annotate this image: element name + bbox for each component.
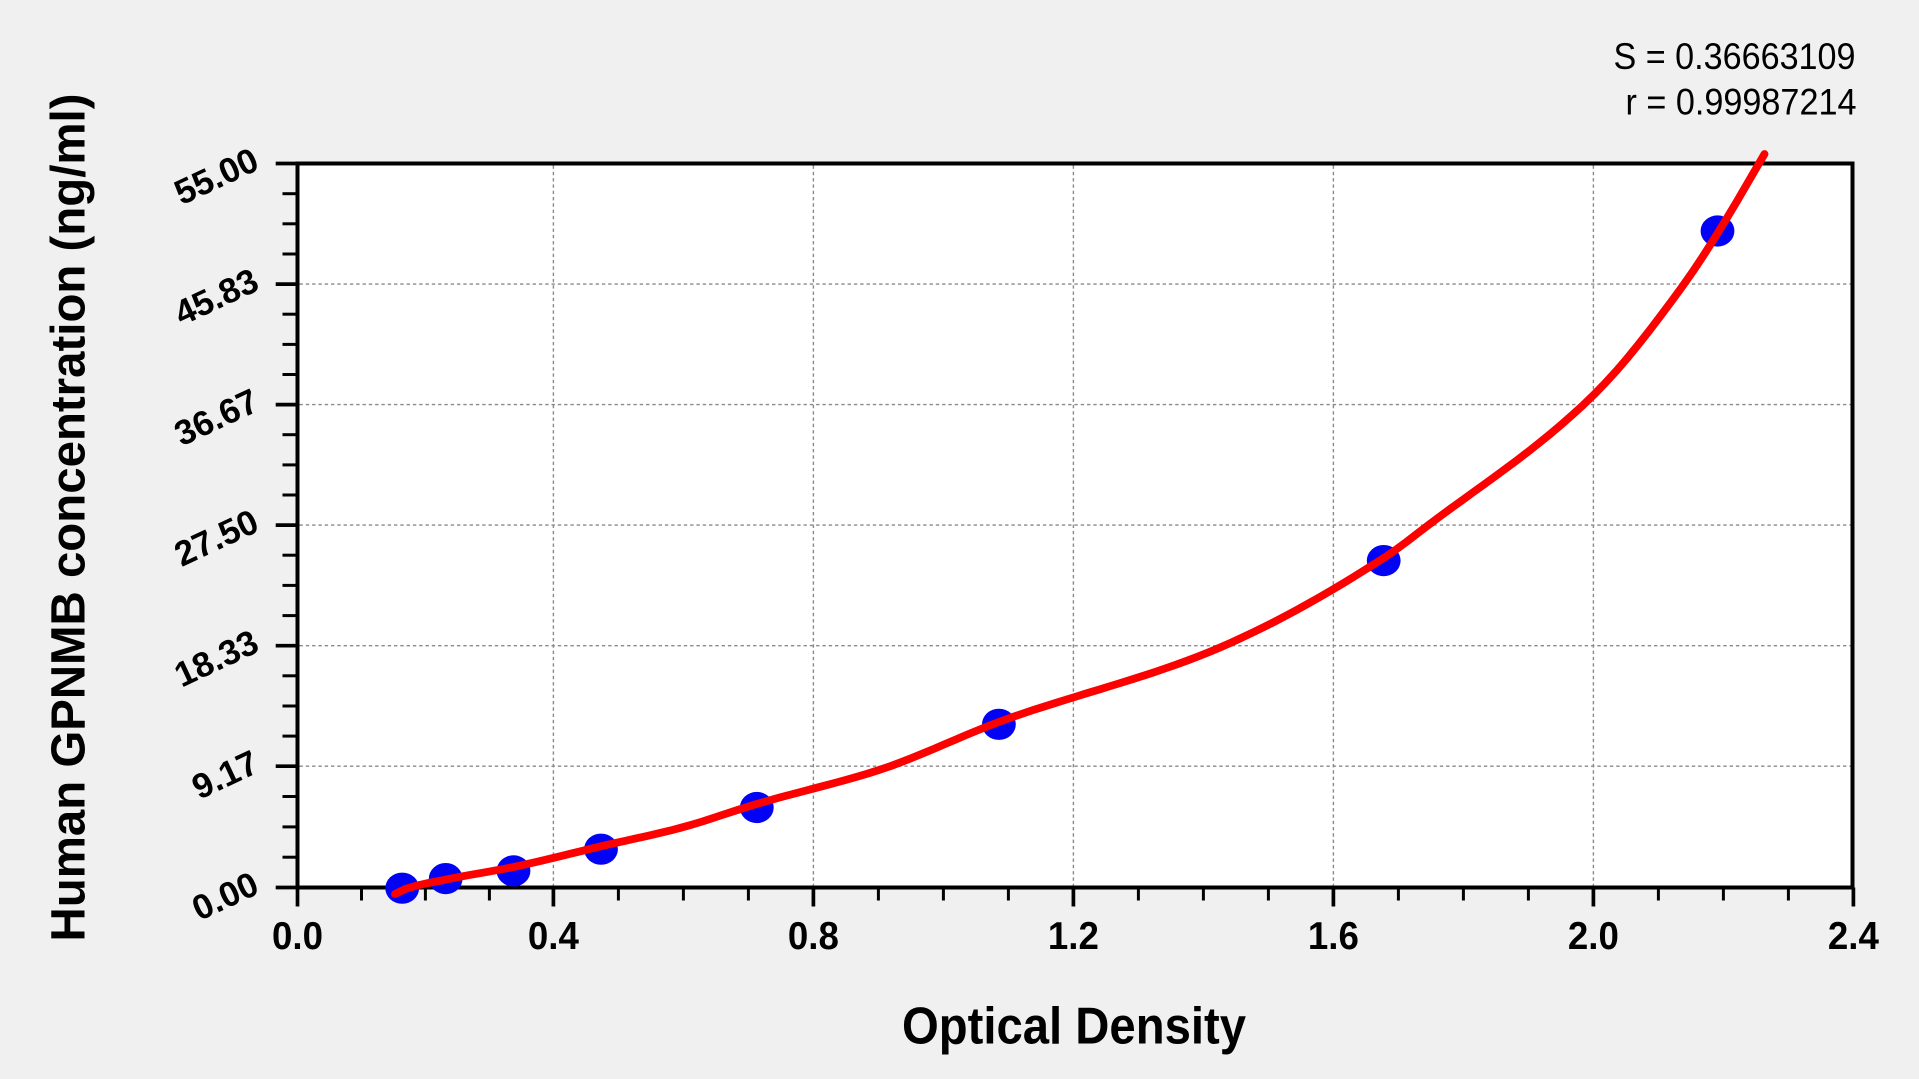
svg-text:2.4: 2.4 <box>1828 915 1879 958</box>
svg-text:r = 0.99987214: r = 0.99987214 <box>1626 82 1857 123</box>
svg-text:0.8: 0.8 <box>788 915 839 958</box>
svg-text:1.2: 1.2 <box>1048 915 1099 958</box>
svg-text:Human GPNMB concentration (ng/: Human GPNMB concentration (ng/ml) <box>43 93 96 941</box>
svg-text:Optical Density: Optical Density <box>902 998 1246 1056</box>
svg-text:S = 0.36663109: S = 0.36663109 <box>1614 36 1856 77</box>
svg-text:0.4: 0.4 <box>528 915 579 958</box>
svg-text:0.0: 0.0 <box>272 915 323 958</box>
svg-text:2.0: 2.0 <box>1568 915 1619 958</box>
svg-text:1.6: 1.6 <box>1308 915 1359 958</box>
